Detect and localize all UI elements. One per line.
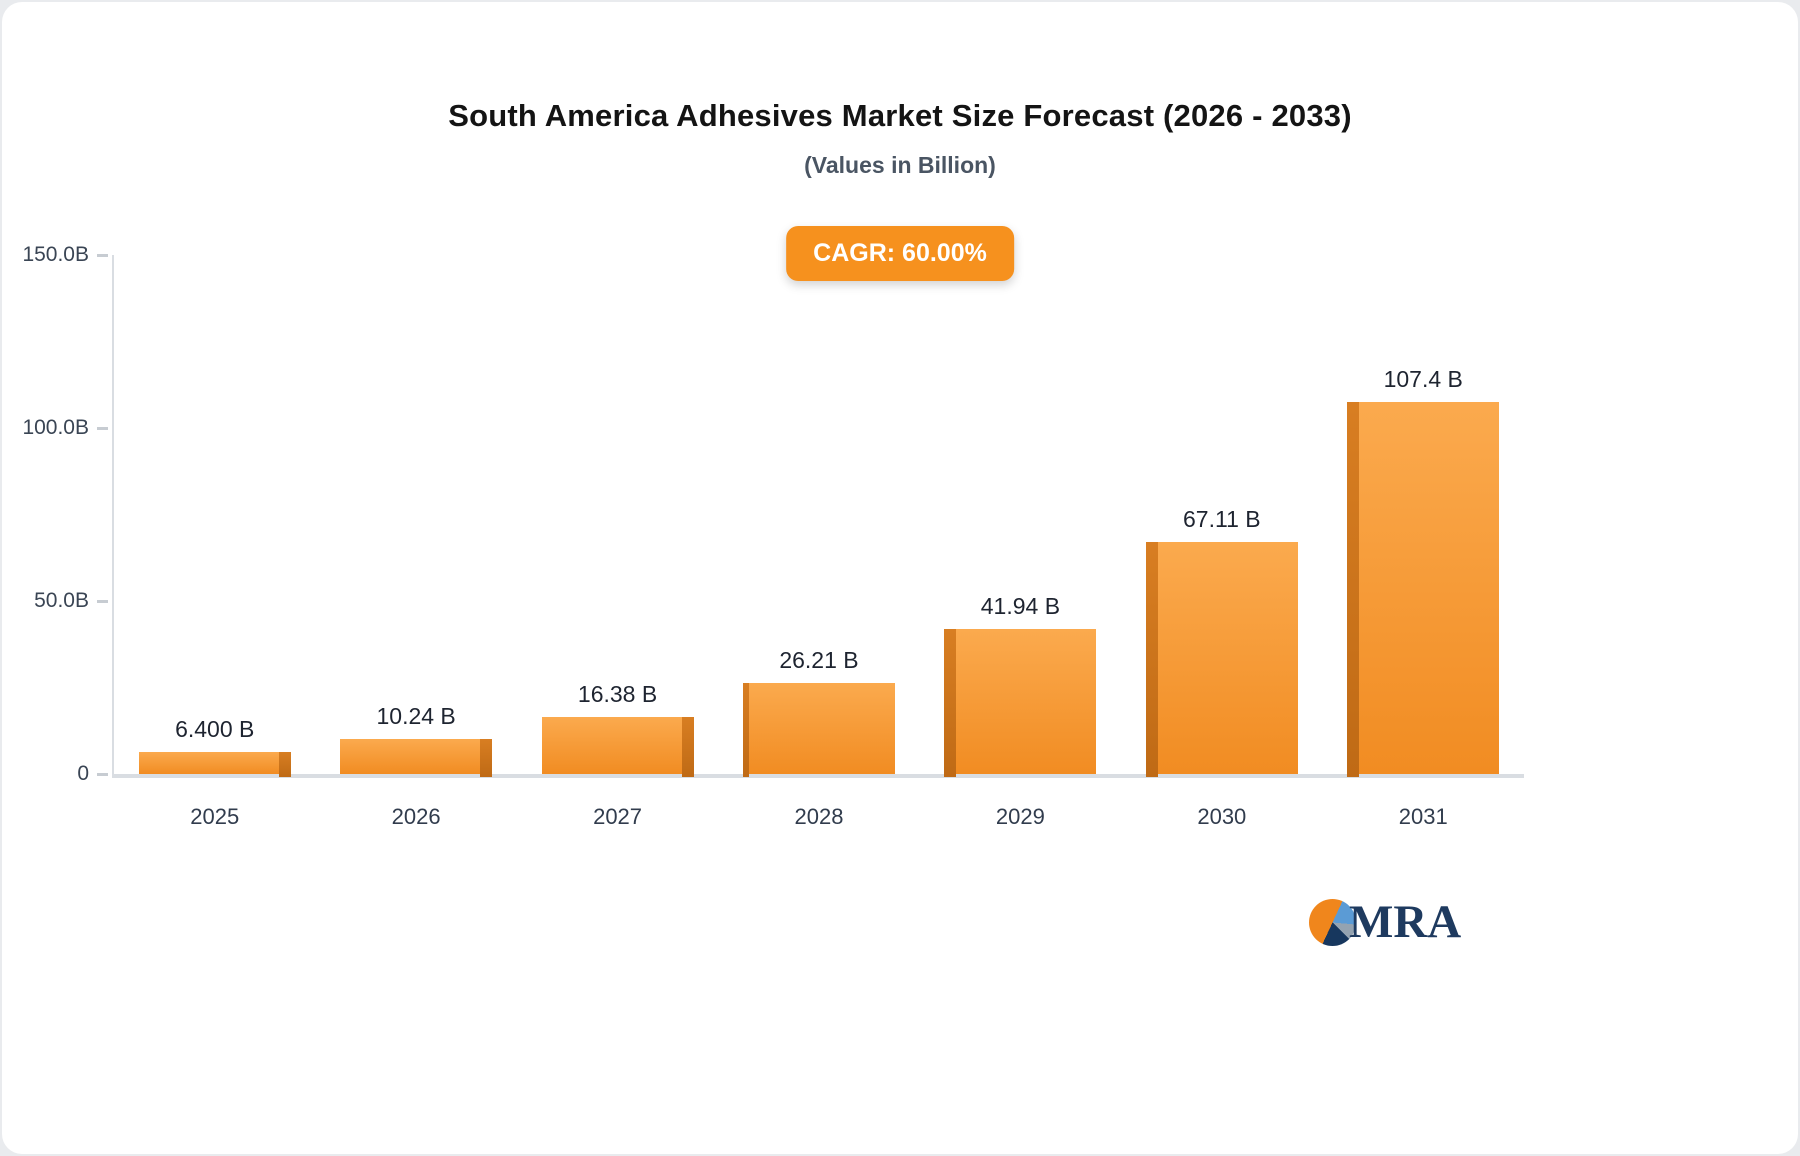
y-tick-mark xyxy=(97,253,108,257)
bar-column-2029: 41.94 B 2029 xyxy=(920,255,1121,829)
bar-value-label: 67.11 B xyxy=(1183,505,1261,532)
x-axis-label: 2028 xyxy=(794,804,844,829)
bar-2031 xyxy=(1347,402,1500,777)
bar-side-face xyxy=(480,738,493,777)
y-tick: 100.0B xyxy=(22,416,114,440)
bar-2027 xyxy=(541,717,694,777)
y-tick-label: 150.0B xyxy=(22,243,89,266)
x-axis-label: 2031 xyxy=(1398,804,1448,829)
x-axis-label: 2026 xyxy=(391,804,441,829)
cagr-badge: CAGR: 60.00% xyxy=(786,226,1014,281)
y-tick-mark xyxy=(97,599,108,603)
y-tick-label: 0 xyxy=(77,762,89,785)
x-axis-label: 2027 xyxy=(593,804,643,829)
bar-side-face xyxy=(944,628,957,777)
bar-side-face xyxy=(1347,402,1360,777)
bar-column-2030: 67.11 B 2030 xyxy=(1121,255,1322,829)
chart-subtitle: (Values in Billion) xyxy=(804,152,996,178)
bar-column-2028: 26.21 B 2028 xyxy=(718,255,919,829)
brand-logo-text: MRA xyxy=(1349,896,1462,948)
y-tick: 50.0B xyxy=(34,589,114,613)
bar-2026 xyxy=(340,738,493,777)
bar-side-face xyxy=(278,751,291,777)
bar-2028 xyxy=(742,683,895,777)
bar-value-label: 16.38 B xyxy=(577,681,658,708)
chart-title: South America Adhesives Market Size Fore… xyxy=(448,98,1352,133)
y-tick-mark xyxy=(97,772,108,776)
bar-side-face xyxy=(742,683,749,777)
y-tick-mark xyxy=(97,426,108,430)
bar-column-2026: 10.24 B 2026 xyxy=(315,255,516,829)
brand-logo: MRA xyxy=(1309,899,1461,946)
y-tick-label: 50.0B xyxy=(34,589,89,612)
bar-2030 xyxy=(1145,541,1298,777)
bar-column-2027: 16.38 B 2027 xyxy=(517,255,718,829)
x-axis-label: 2030 xyxy=(1197,804,1247,829)
bar-side-face xyxy=(1145,541,1158,777)
y-tick-label: 100.0B xyxy=(22,416,89,439)
bar-value-label: 107.4 B xyxy=(1383,366,1463,393)
bar-2025 xyxy=(138,751,291,777)
bar-value-label: 6.400 B xyxy=(175,715,255,742)
pie-logo-icon xyxy=(1309,899,1356,946)
x-axis-label: 2025 xyxy=(190,804,240,829)
x-axis-label: 2029 xyxy=(995,804,1045,829)
bar-value-label: 10.24 B xyxy=(376,702,456,729)
bar-value-label: 41.94 B xyxy=(980,592,1061,619)
y-tick: 150.0B xyxy=(22,243,114,267)
bar-column-2031: 107.4 B 2031 xyxy=(1323,255,1524,829)
y-tick: 0 xyxy=(77,762,114,786)
plot-area: 0 50.0B 100.0B 150.0B 6.400 B 2025 10.24 B 202… xyxy=(22,243,1524,829)
bar-column-2025: 6.400 B 2025 xyxy=(114,255,315,829)
bar-side-face xyxy=(681,717,694,777)
bar-2029 xyxy=(944,628,1097,777)
bar-value-label: 26.21 B xyxy=(779,647,859,674)
bar-columns: 6.400 B 2025 10.24 B 2026 16.38 B 2027 26.21 B… xyxy=(114,255,1524,829)
